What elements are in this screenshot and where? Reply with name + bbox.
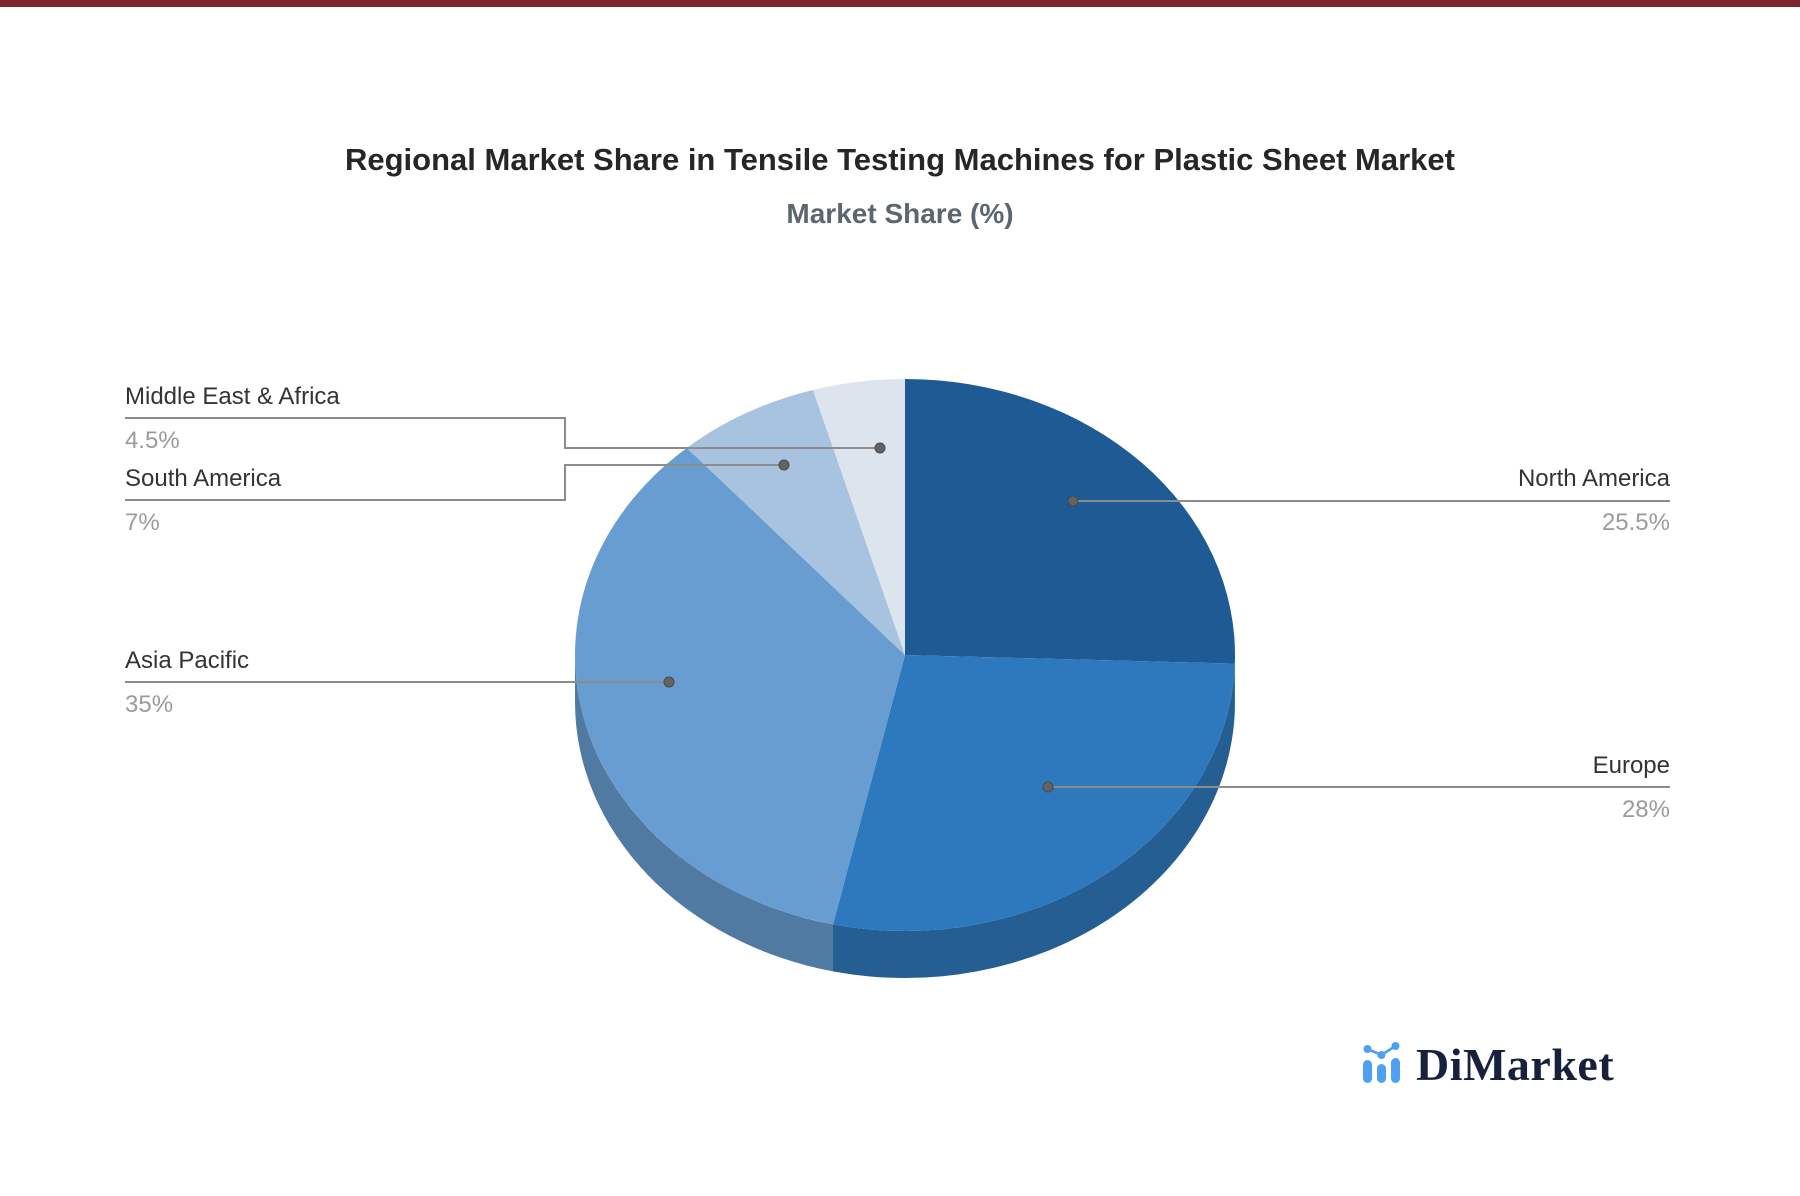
top-accent-strip (0, 0, 1800, 7)
leader-dot-asia-pacific (663, 676, 675, 688)
bar-chart-trend-logo-icon (1363, 1042, 1400, 1083)
callout-value: 7% (125, 509, 160, 536)
chart-title: Regional Market Share in Tensile Testing… (344, 142, 1455, 177)
callout-label: South America (125, 465, 282, 492)
brand-name: DiMarket (1416, 1038, 1615, 1090)
callout-middle-east-africa: Middle East & Africa 4.5% (125, 382, 340, 456)
callout-value: 28% (1621, 796, 1670, 823)
callout-value: 4.5% (125, 427, 180, 454)
leader-dot-south-america (778, 459, 790, 471)
pie-slice-north-america (905, 379, 1236, 664)
pie-slice-asia-pacific (575, 447, 905, 925)
callout-asia-pacific: Asia Pacific 35% (125, 646, 249, 720)
leader-line-south-america (125, 464, 784, 501)
chart-subtitle: Market Share (%) (786, 198, 1014, 229)
callout-value: 35% (125, 691, 174, 718)
callout-label: Europe (1592, 752, 1670, 779)
callout-value: 25.5% (1601, 509, 1670, 536)
callout-label: North America (1517, 465, 1670, 492)
leader-dot-middle-east-africa (874, 442, 886, 454)
callout-label: Asia Pacific (125, 647, 250, 674)
pie-rim-europe (833, 663, 1235, 978)
callout-north-america: North America 25.5% (1518, 464, 1670, 538)
callout-europe: Europe 28% (1593, 751, 1670, 825)
leader-dot-europe (1042, 781, 1054, 793)
callout-label: Middle East & Africa (125, 383, 340, 410)
callout-south-america: South America 7% (125, 464, 281, 538)
pie-slice-south-america (686, 389, 905, 655)
leader-line-middle-east-africa (125, 417, 880, 449)
brand-logo: DiMarket (1360, 1038, 1614, 1090)
leader-dot-north-america (1067, 495, 1079, 507)
pie-slice-europe (833, 655, 1235, 931)
pie-rim-asia-pacific (575, 655, 834, 972)
